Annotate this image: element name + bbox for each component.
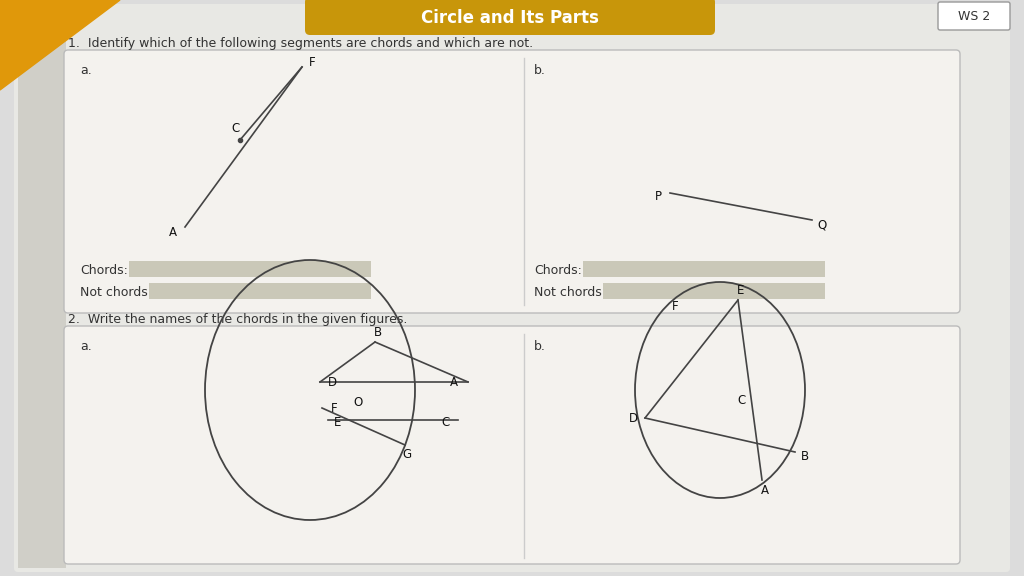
Text: F: F xyxy=(331,401,337,415)
FancyBboxPatch shape xyxy=(63,50,961,313)
Text: Circle and Its Parts: Circle and Its Parts xyxy=(421,9,599,27)
Text: a.: a. xyxy=(80,64,92,77)
FancyBboxPatch shape xyxy=(150,283,371,299)
Text: Not chords:: Not chords: xyxy=(534,286,606,298)
Text: C: C xyxy=(442,416,451,430)
Polygon shape xyxy=(0,0,120,90)
Text: WS 2: WS 2 xyxy=(957,9,990,22)
Text: E: E xyxy=(737,283,744,297)
Text: b.: b. xyxy=(534,64,546,77)
Text: G: G xyxy=(402,449,412,461)
FancyBboxPatch shape xyxy=(305,0,715,35)
Text: D: D xyxy=(629,411,638,425)
FancyBboxPatch shape xyxy=(129,261,371,277)
Text: F: F xyxy=(672,301,678,313)
Text: E: E xyxy=(334,416,342,430)
Text: A: A xyxy=(450,376,458,388)
Text: B: B xyxy=(801,450,809,464)
Text: Chords:: Chords: xyxy=(534,263,582,276)
Text: C: C xyxy=(230,122,240,135)
Text: Chords:: Chords: xyxy=(80,263,128,276)
Text: Not chords:: Not chords: xyxy=(80,286,152,298)
Text: B: B xyxy=(374,325,382,339)
Text: F: F xyxy=(308,55,315,69)
Text: a.: a. xyxy=(80,340,92,353)
Text: Q: Q xyxy=(817,218,826,232)
Text: P: P xyxy=(654,190,662,203)
FancyBboxPatch shape xyxy=(938,2,1010,30)
Text: 1.  Identify which of the following segments are chords and which are not.: 1. Identify which of the following segme… xyxy=(68,37,534,51)
FancyBboxPatch shape xyxy=(583,261,825,277)
FancyBboxPatch shape xyxy=(18,8,66,568)
Text: O: O xyxy=(353,396,362,408)
FancyBboxPatch shape xyxy=(63,326,961,564)
Text: A: A xyxy=(761,483,769,497)
FancyBboxPatch shape xyxy=(14,4,1010,572)
Text: D: D xyxy=(328,376,337,388)
Text: C: C xyxy=(738,393,746,407)
Text: 2.  Write the names of the chords in the given figures.: 2. Write the names of the chords in the … xyxy=(68,313,408,327)
Text: b.: b. xyxy=(534,340,546,353)
FancyBboxPatch shape xyxy=(603,283,825,299)
Text: A: A xyxy=(169,225,177,238)
